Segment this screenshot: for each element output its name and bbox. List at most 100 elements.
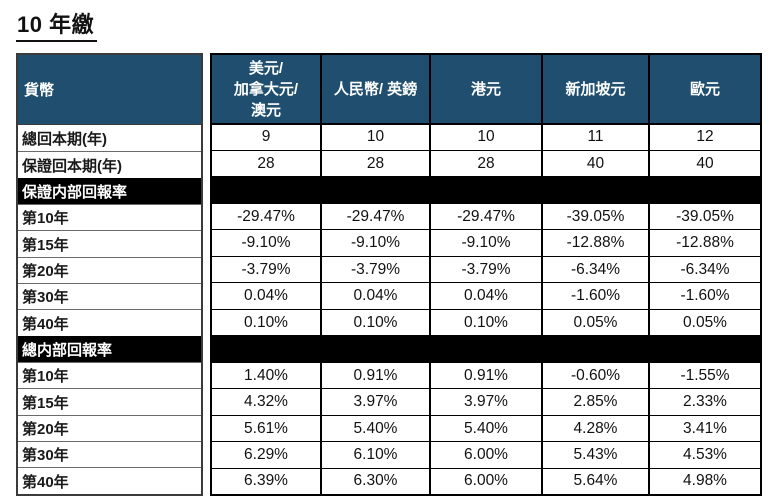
- section-row-label: 保證内部回報率: [18, 177, 201, 205]
- value-cell: 28: [210, 149, 322, 178]
- table-row: -3.79% -3.79% -3.79% -6.34% -6.34%: [210, 255, 762, 284]
- value-cell: 40: [648, 149, 762, 178]
- row-label: 第20年: [18, 256, 201, 284]
- value-cell: -9.10%: [429, 229, 543, 257]
- value-cell: -1.60%: [648, 282, 762, 310]
- header-cell-sgd: 新加坡元: [541, 53, 650, 125]
- value-cell: 0.04%: [429, 282, 543, 310]
- value-cell: -39.05%: [541, 202, 650, 231]
- table-row: 0.10% 0.10% 0.10% 0.05% 0.05%: [210, 308, 762, 337]
- header-cell-rmb-gbp: 人民幣/ 英鎊: [320, 53, 431, 125]
- table-row: -29.47% -29.47% -29.47% -39.05% -39.05%: [210, 202, 762, 231]
- value-cell: -12.88%: [648, 229, 762, 257]
- value-table: 美元/ 加拿大元/ 澳元 人民幣/ 英鎊 港元 新加坡元 歐元 9 10 10 11 1…: [210, 53, 762, 496]
- row-label: 第15年: [18, 388, 201, 415]
- label-column-rows: 總回本期(年) 保證回本期(年) 保證内部回報率 第10年 第15年 第20年 第30年 第4…: [18, 125, 201, 494]
- row-label: 第30年: [18, 441, 201, 468]
- value-cell: 0.10%: [210, 308, 322, 337]
- value-cell: -6.34%: [648, 255, 762, 284]
- currency-header-cell: 貨幣: [18, 55, 201, 125]
- value-cell: 3.97%: [429, 388, 543, 416]
- value-cell: -6.34%: [541, 255, 650, 284]
- value-cell: 0.91%: [429, 361, 543, 390]
- value-cell: 6.10%: [320, 441, 431, 469]
- row-label: 保證回本期(年): [18, 151, 201, 178]
- value-cell: 0.91%: [320, 361, 431, 390]
- value-cell: 2.33%: [648, 388, 762, 416]
- value-cell: 5.40%: [320, 414, 431, 443]
- table-row: 6.39% 6.30% 6.00% 5.64% 4.98%: [210, 467, 762, 496]
- section-row-fill: [210, 176, 762, 204]
- value-cell: -39.05%: [648, 202, 762, 231]
- value-cell: 11: [541, 123, 650, 151]
- table-row: 1.40% 0.91% 0.91% -0.60% -1.55%: [210, 361, 762, 390]
- value-cell: -9.10%: [320, 229, 431, 257]
- table-row: 6.29% 6.10% 6.00% 5.43% 4.53%: [210, 441, 762, 469]
- section-row-label: 總内部回報率: [18, 335, 201, 363]
- value-cell: 4.28%: [541, 414, 650, 443]
- value-cell: 6.30%: [320, 467, 431, 496]
- value-cell: -29.47%: [320, 202, 431, 231]
- value-cell: -3.79%: [320, 255, 431, 284]
- table-row: 9 10 10 11 12: [210, 123, 762, 151]
- row-label: 第30年: [18, 283, 201, 310]
- value-cell: 4.53%: [648, 441, 762, 469]
- value-cell: -29.47%: [429, 202, 543, 231]
- value-cell: 9: [210, 123, 322, 151]
- value-cell: 10: [429, 123, 543, 151]
- value-cell: 6.29%: [210, 441, 322, 469]
- value-cell: 28: [429, 149, 543, 178]
- table-row: 28 28 28 40 40: [210, 149, 762, 178]
- value-cell: -12.88%: [541, 229, 650, 257]
- value-cell: 0.10%: [429, 308, 543, 337]
- row-label: 第10年: [18, 204, 201, 231]
- value-cell: -0.60%: [541, 361, 650, 390]
- value-cell: 0.05%: [648, 308, 762, 337]
- page-title: 10 年繳: [16, 12, 98, 43]
- section-row-fill: [210, 335, 762, 363]
- value-cell: -1.55%: [648, 361, 762, 390]
- table-row: 5.61% 5.40% 5.40% 4.28% 3.41%: [210, 414, 762, 443]
- value-cell: -9.10%: [210, 229, 322, 257]
- header-cell-hkd: 港元: [429, 53, 543, 125]
- value-cell: 0.05%: [541, 308, 650, 337]
- value-cell: 12: [648, 123, 762, 151]
- value-cell: 2.85%: [541, 388, 650, 416]
- row-label: 第40年: [18, 309, 201, 336]
- value-cell: 0.04%: [320, 282, 431, 310]
- value-cell: 6.00%: [429, 441, 543, 469]
- value-cell: -3.79%: [210, 255, 322, 284]
- value-cell: 28: [320, 149, 431, 178]
- value-cell: 6.39%: [210, 467, 322, 496]
- value-cell: 5.64%: [541, 467, 650, 496]
- value-cell: -1.60%: [541, 282, 650, 310]
- label-column: 貨幣 總回本期(年) 保證回本期(年) 保證内部回報率 第10年 第15年 第20年 第30…: [16, 53, 203, 496]
- value-cell: 40: [541, 149, 650, 178]
- value-cell: 3.97%: [320, 388, 431, 416]
- row-label: 第40年: [18, 467, 201, 494]
- header-row: 美元/ 加拿大元/ 澳元 人民幣/ 英鎊 港元 新加坡元 歐元: [210, 53, 762, 125]
- value-cell: 5.43%: [541, 441, 650, 469]
- value-cell: 10: [320, 123, 431, 151]
- currency-irr-table: 貨幣 總回本期(年) 保證回本期(年) 保證内部回報率 第10年 第15年 第20年 第30…: [16, 53, 762, 496]
- header-cell-usd-cad-aud: 美元/ 加拿大元/ 澳元: [210, 53, 322, 125]
- value-cell: 0.10%: [320, 308, 431, 337]
- value-cell: 0.04%: [210, 282, 322, 310]
- table-row: [210, 335, 762, 363]
- row-label: 第15年: [18, 230, 201, 257]
- value-cell: 6.00%: [429, 467, 543, 496]
- value-cell: -3.79%: [429, 255, 543, 284]
- row-label: 第20年: [18, 414, 201, 442]
- table-row: 0.04% 0.04% 0.04% -1.60% -1.60%: [210, 282, 762, 310]
- row-label: 總回本期(年): [18, 125, 201, 152]
- value-cell: -29.47%: [210, 202, 322, 231]
- value-cell: 1.40%: [210, 361, 322, 390]
- value-cell: 5.61%: [210, 414, 322, 443]
- table-row: -9.10% -9.10% -9.10% -12.88% -12.88%: [210, 229, 762, 257]
- value-cell: 3.41%: [648, 414, 762, 443]
- table-row: [210, 176, 762, 204]
- value-table-body: 9 10 10 11 12 28 28 28 40 40 -29.47% -29.47% -29.47%…: [210, 123, 762, 496]
- table-row: 4.32% 3.97% 3.97% 2.85% 2.33%: [210, 388, 762, 416]
- header-cell-eur: 歐元: [648, 53, 762, 125]
